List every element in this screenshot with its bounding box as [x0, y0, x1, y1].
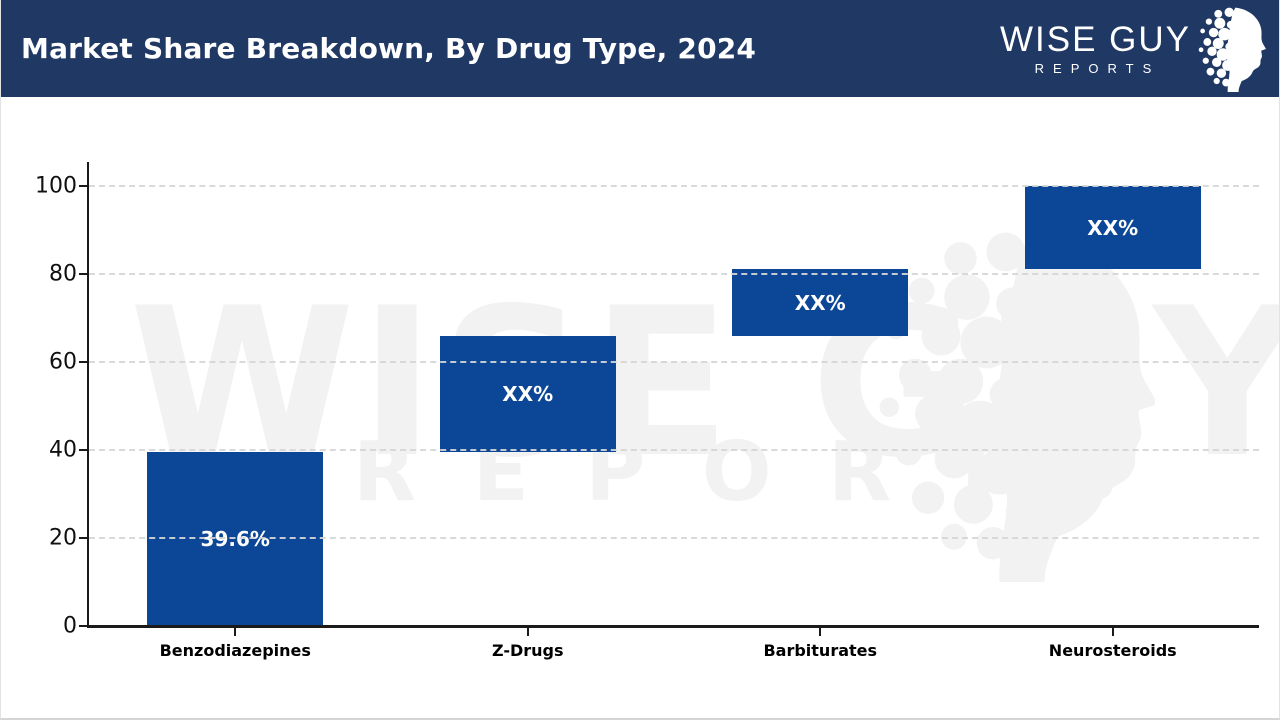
- bar-barbiturates: XX%: [732, 269, 909, 337]
- bar-neurosteroids: XX%: [1024, 186, 1201, 270]
- y-tick-label: 0: [63, 613, 77, 639]
- gridline-100: [89, 185, 1259, 187]
- x-tick-label: Neurosteroids: [1048, 641, 1177, 660]
- gridline-60: [89, 361, 1259, 363]
- gridline-40: [89, 449, 1259, 451]
- logo-text: WISE GUY REPORTS: [1000, 22, 1191, 76]
- x-tick-mark: [819, 628, 822, 636]
- y-axis-line: [87, 162, 89, 628]
- bar-z-drugs: XX%: [439, 336, 616, 452]
- gridline-80: [89, 273, 1259, 275]
- x-tick-label: Barbiturates: [763, 641, 878, 660]
- bar-value-label: XX%: [1087, 215, 1139, 240]
- x-tick-mark: [526, 628, 529, 636]
- x-tick-mark: [1111, 628, 1114, 636]
- logo-name: WISE GUY: [999, 19, 1191, 59]
- x-tick-label: Benzodiazepines: [159, 641, 311, 660]
- y-tick-mark: [79, 449, 87, 451]
- x-tick-label: Z-Drugs: [492, 641, 564, 660]
- y-tick-label: 60: [49, 349, 77, 375]
- wise-guy-reports-logo: WISE GUY REPORTS: [1000, 6, 1279, 92]
- y-tick-mark: [79, 361, 87, 363]
- y-tick-mark: [79, 625, 87, 627]
- page-title: Market Share Breakdown, By Drug Type, 20…: [21, 32, 757, 65]
- header-bar: Market Share Breakdown, By Drug Type, 20…: [1, 0, 1279, 97]
- y-tick-label: 20: [49, 525, 77, 551]
- gridline-20: [89, 537, 1259, 539]
- logo-sub: REPORTS: [1034, 60, 1161, 76]
- y-tick-label: 40: [49, 437, 77, 463]
- y-tick-label: 100: [35, 173, 77, 199]
- y-tick-label: 80: [49, 261, 77, 287]
- x-axis-line: [87, 625, 1259, 628]
- bar-value-label: XX%: [794, 290, 846, 315]
- y-tick-mark: [79, 273, 87, 275]
- x-tick-mark: [234, 628, 237, 636]
- bar-value-label: XX%: [502, 381, 554, 406]
- y-tick-mark: [79, 537, 87, 539]
- y-tick-mark: [79, 185, 87, 187]
- dotted-head-logo-icon: [1198, 7, 1266, 92]
